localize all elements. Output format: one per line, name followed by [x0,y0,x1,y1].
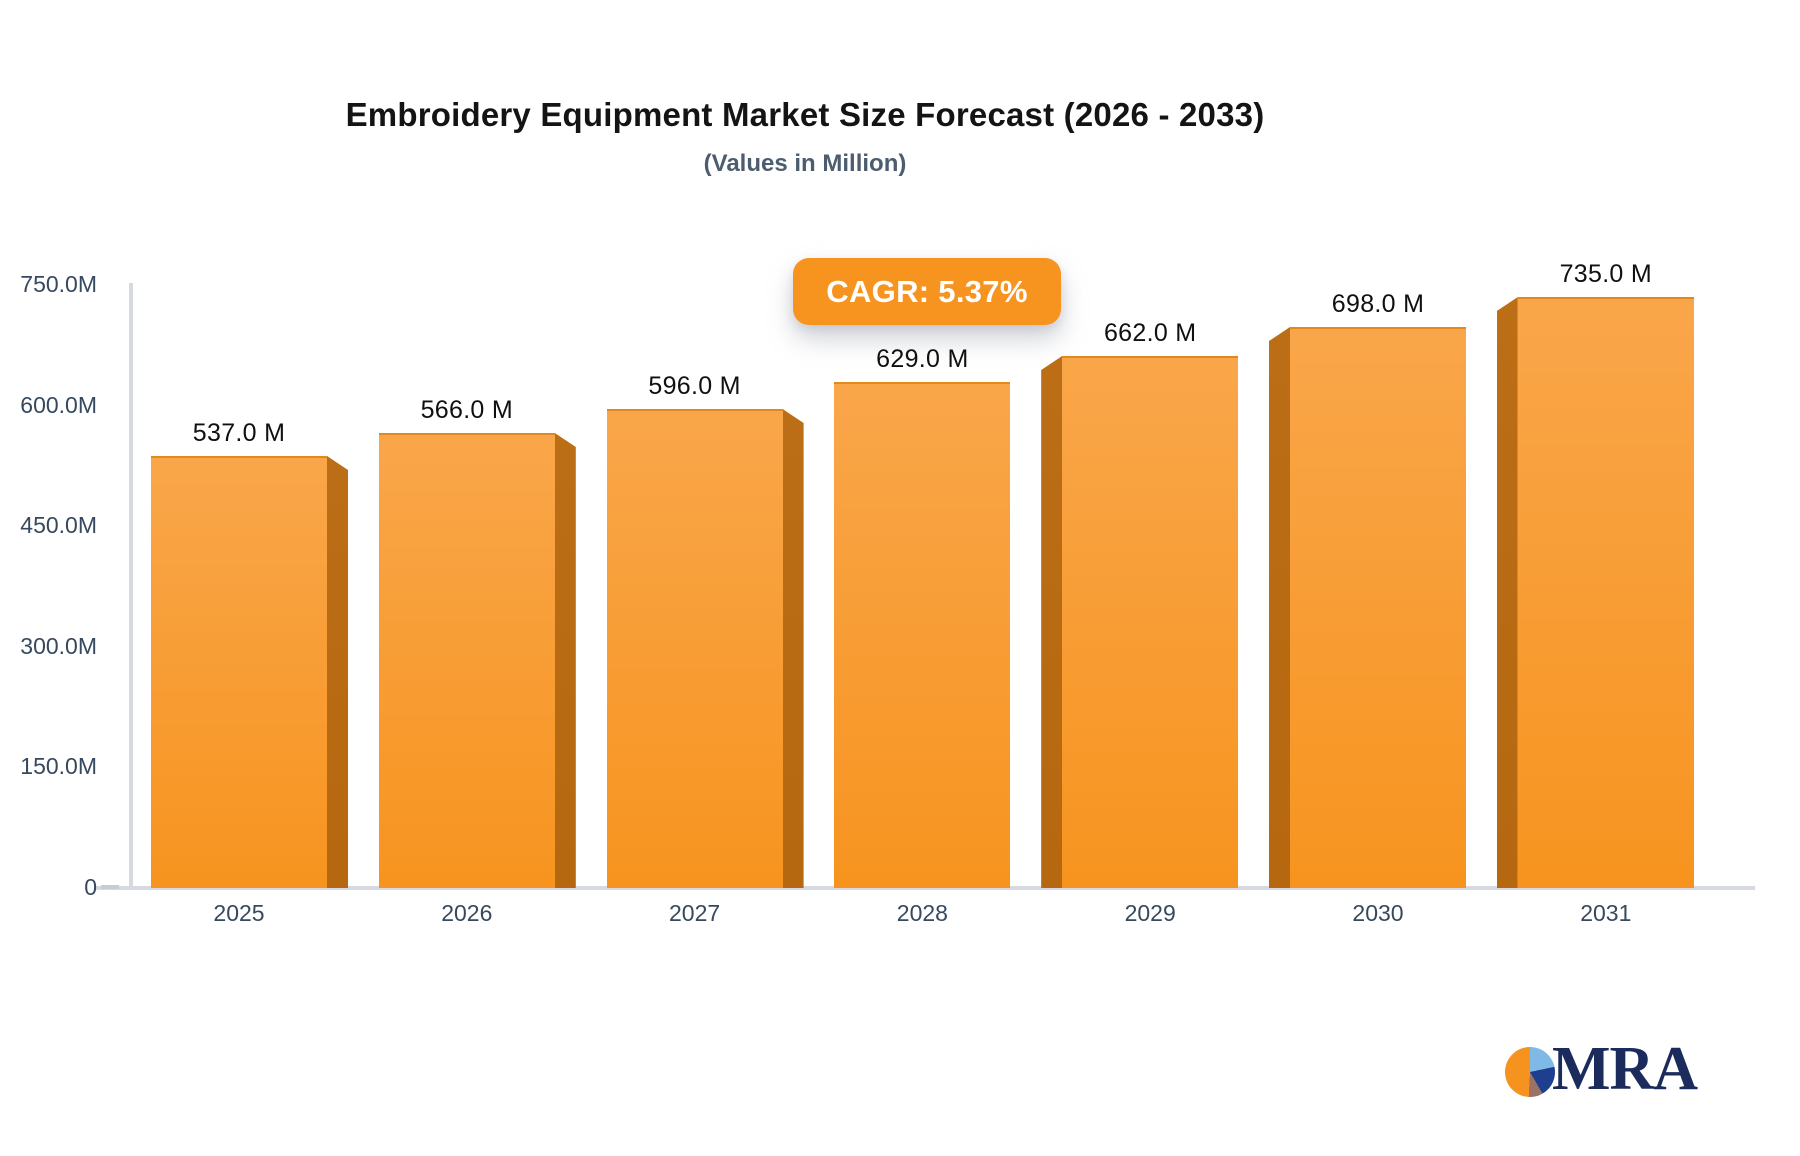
y-tick-label: 150.0M [20,753,97,780]
x-axis-line [95,886,1755,890]
cagr-badge: CAGR: 5.37% [793,258,1061,325]
bar-2031 [1517,297,1694,888]
bar-2025 [151,456,327,888]
x-tick-label: 2027 [669,900,721,926]
y-axis-labels: 0 150.0M 300.0M 450.0M 600.0M 750.0M [0,0,97,1156]
x-tick-label: 2030 [1352,900,1404,926]
x-tick-label: 2025 [213,900,265,926]
logo-text: MRA [1552,1035,1698,1103]
bar-2030 [1290,327,1466,888]
chart-subtitle: (Values in Million) [703,150,907,177]
bar-value-label: 735.0 M [1559,260,1653,288]
logo-pie-icon [1505,1047,1555,1097]
chart-header: Embroidery Equipment Market Size Forecas… [0,96,1610,178]
x-tick-label: 2031 [1580,900,1632,926]
brand-logo: MRA [1505,1035,1698,1103]
y-tick-label: 300.0M [20,632,97,659]
zero-tick-mark [101,885,119,889]
bar-value-label: 566.0 M [420,396,514,424]
bar-value-label: 662.0 M [1103,319,1197,347]
y-tick-label: 450.0M [20,512,97,539]
x-tick-label: 2029 [1124,900,1176,926]
bar-3d-side [1041,356,1063,888]
bar-3d-side [1269,327,1290,888]
x-tick-label: 2026 [441,900,493,926]
bar-value-label: 537.0 M [192,419,286,447]
chart-title: Embroidery Equipment Market Size Forecas… [345,96,1265,133]
bar-3d-side [327,456,348,888]
y-axis-line [129,283,133,888]
y-tick-label: 750.0M [20,271,97,297]
y-tick-label: 0 [84,874,97,900]
bar-value-label: 629.0 M [876,345,969,373]
x-tick-label: 2028 [896,900,948,926]
bar-2026 [378,433,555,888]
bar-3d-side [554,433,576,888]
bar-2029 [1062,356,1239,888]
bar-2028 [834,382,1011,888]
bar-2027 [606,409,783,888]
bar-value-label: 698.0 M [1331,290,1425,318]
y-tick-label: 600.0M [20,391,97,418]
bar-3d-side [782,409,804,888]
bar-3d-side [1496,297,1518,888]
plot-area: 537.0 M 566.0 M 596.0 M 629.0 M 662.0 M 698.0… [131,260,1750,888]
bar-value-label: 596.0 M [648,372,741,400]
